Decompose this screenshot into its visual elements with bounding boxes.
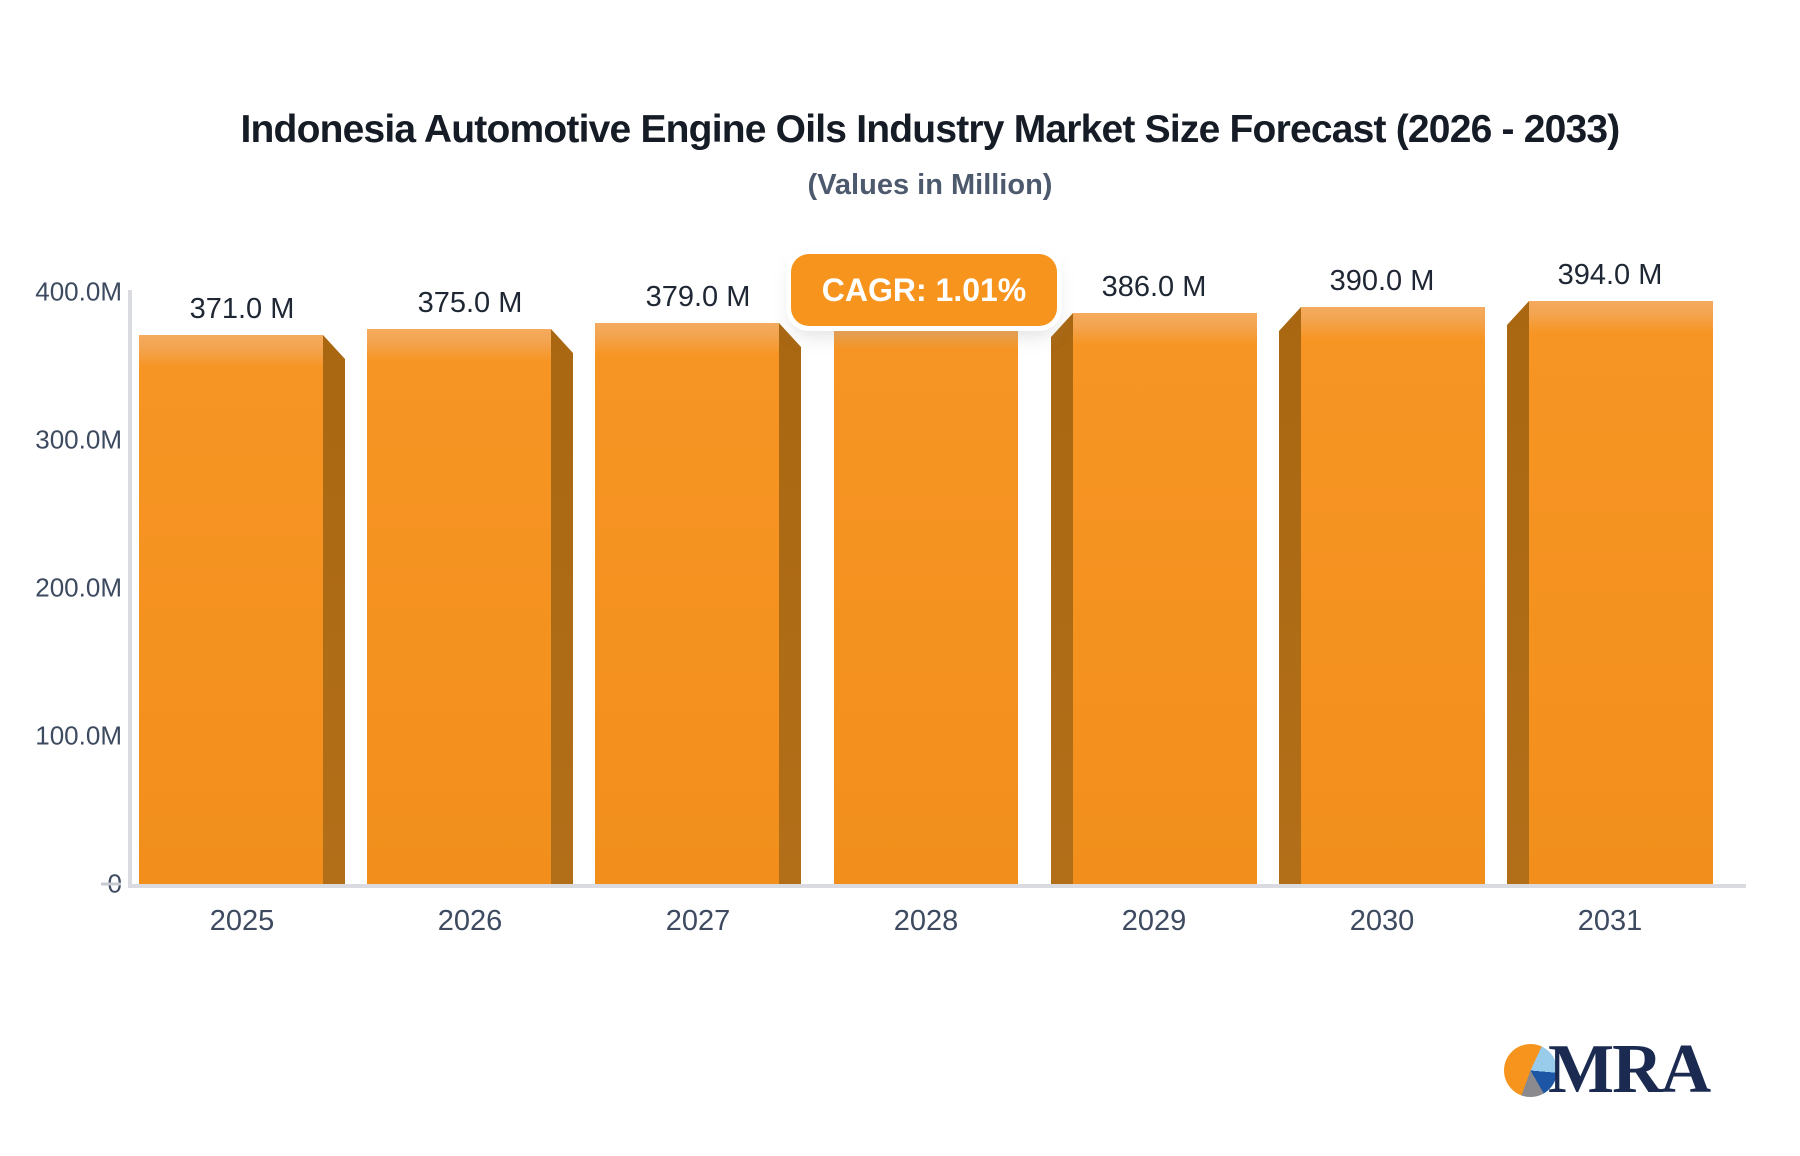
bar-2025: 371.0 M xyxy=(139,293,345,884)
bar-2027: 379.0 M xyxy=(595,281,801,884)
y-axis-line xyxy=(128,290,132,886)
bar-front-face xyxy=(1529,301,1713,884)
bar-side-face xyxy=(779,323,801,884)
bar-side-face xyxy=(323,335,345,884)
bar-front-face xyxy=(1301,307,1485,884)
bar-front-face xyxy=(139,335,323,884)
bar-2030: 390.0 M xyxy=(1279,265,1485,884)
logo-text: MRA xyxy=(1548,1031,1711,1108)
x-axis-label-2027: 2027 xyxy=(665,905,731,937)
bar-front-face xyxy=(834,317,1018,884)
bar-2026: 375.0 M xyxy=(367,287,573,884)
x-axis-label-2030: 2030 xyxy=(1349,905,1415,937)
bar-front-face xyxy=(367,329,551,884)
bar-2029: 386.0 M xyxy=(1051,271,1257,884)
bar-side-face xyxy=(551,329,573,884)
bar-value-label: 390.0 M xyxy=(1329,265,1435,297)
bar-front-face xyxy=(595,323,779,884)
y-axis-tick-label: 400.0M xyxy=(35,276,122,307)
y-axis-tick-label: 200.0M xyxy=(35,572,122,603)
bar-side-face xyxy=(1279,307,1301,884)
page-subtitle: (Values in Million) xyxy=(807,169,1053,201)
bar-value-label: 394.0 M xyxy=(1557,259,1663,291)
bar-front-face xyxy=(1073,313,1257,884)
bar-side-face xyxy=(1051,313,1073,884)
bar-value-label: 386.0 M xyxy=(1101,271,1207,303)
x-axis-label-2026: 2026 xyxy=(437,905,503,937)
bar-value-label: 375.0 M xyxy=(417,287,523,319)
bar-value-label: 371.0 M xyxy=(189,293,295,325)
x-axis-label-2031: 2031 xyxy=(1577,905,1643,937)
mra-logo: MRA xyxy=(1504,1031,1711,1108)
y-axis-tick-label: 300.0M xyxy=(35,424,122,455)
x-axis-line xyxy=(128,884,1746,888)
x-axis-label-2028: 2028 xyxy=(893,905,959,937)
x-axis-label-2029: 2029 xyxy=(1121,905,1187,937)
page-title: Indonesia Automotive Engine Oils Industr… xyxy=(240,108,1620,151)
cagr-badge: CAGR: 1.01% xyxy=(791,254,1057,326)
pie-chart-logo-icon xyxy=(1504,1043,1557,1097)
bar-side-face xyxy=(1507,301,1529,884)
bar-value-label: 379.0 M xyxy=(645,281,751,313)
bar-2031: 394.0 M xyxy=(1507,259,1713,884)
y-axis-tick-label: 100.0M xyxy=(35,720,122,751)
y-axis-zero-tick xyxy=(101,882,121,886)
x-axis-label-2025: 2025 xyxy=(209,905,275,937)
bar-2028 xyxy=(823,317,1029,884)
